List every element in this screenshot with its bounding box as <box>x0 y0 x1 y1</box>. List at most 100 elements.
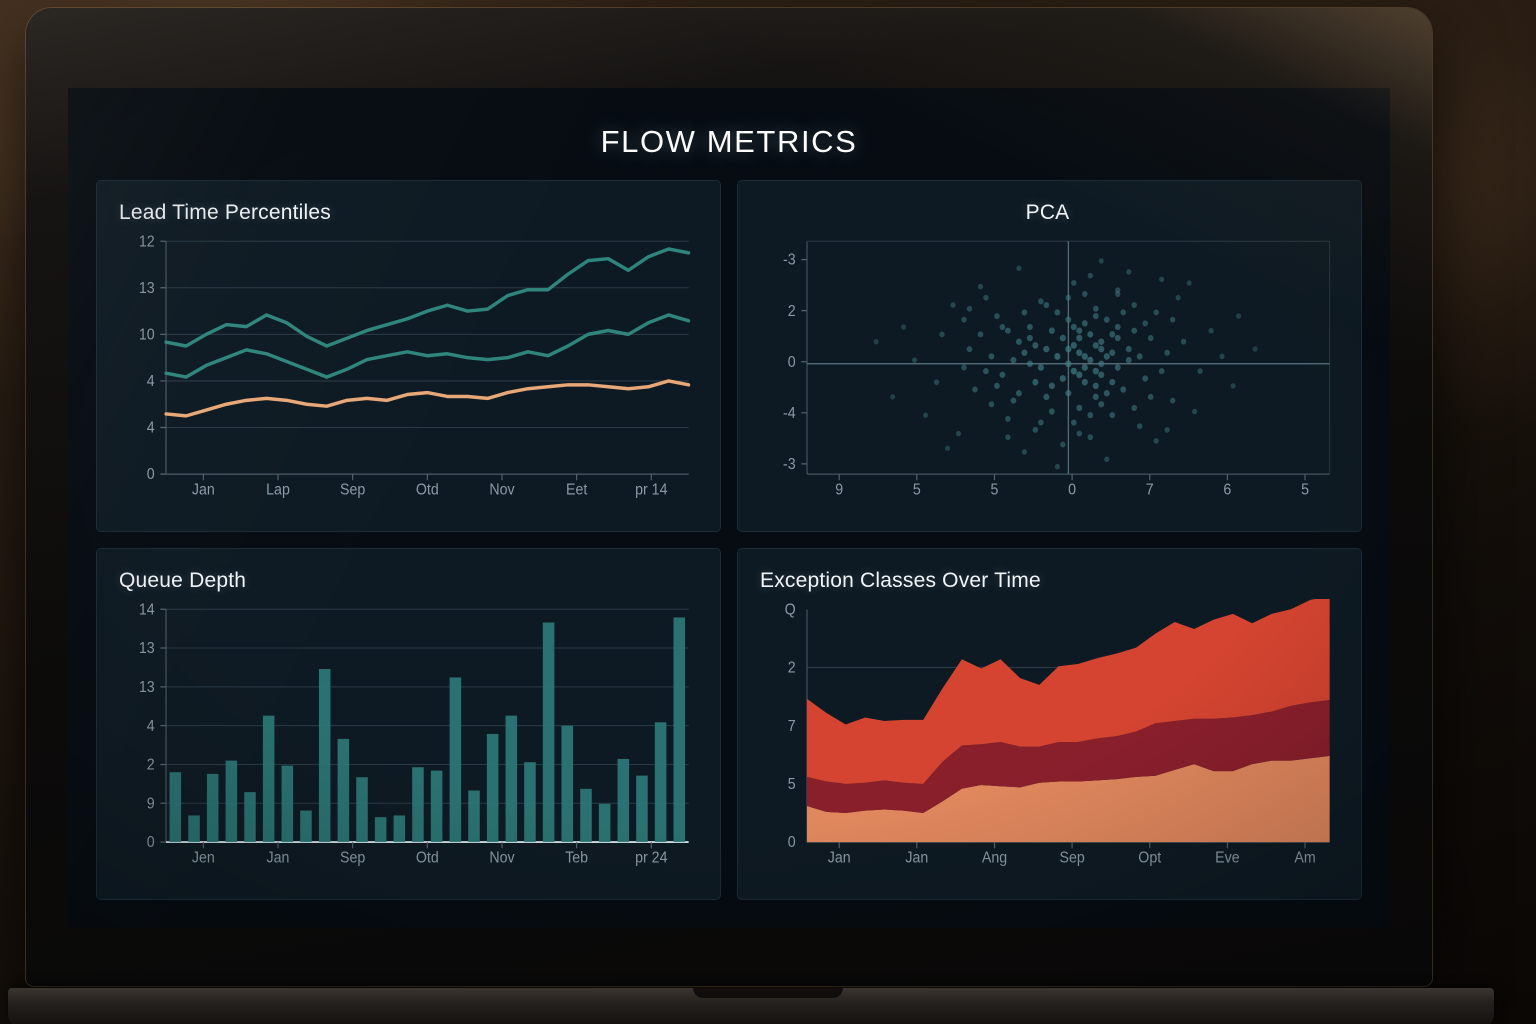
scatter-point <box>1109 349 1116 357</box>
scatter-point <box>1026 334 1033 342</box>
x-tick-pca: 5 <box>991 482 999 499</box>
scatter-point <box>1043 301 1050 309</box>
chart-pca[interactable]: -3 2 0 -4 -3 9 5 5 0 7 6 5 <box>754 231 1341 517</box>
scatter-point <box>1092 393 1099 401</box>
scatter-point <box>1026 323 1033 331</box>
scatter-point <box>1081 364 1088 371</box>
scatter-point <box>1092 367 1099 375</box>
chart-queue-depth[interactable]: 14 13 13 4 2 9 0 Jen Jan Sep Otd Nov Teb pr 24 <box>113 599 700 885</box>
scatter-point <box>1087 412 1094 419</box>
scatter-point <box>988 401 995 408</box>
scatter-point <box>1115 287 1121 294</box>
bar <box>542 622 555 843</box>
bar-chart-svg: 14 13 13 4 2 9 0 Jen Jan Sep Otd Nov Teb pr 24 <box>139 602 689 867</box>
scatter-point <box>1120 309 1127 316</box>
scatter-point <box>1048 382 1055 390</box>
scatter-point <box>1230 383 1236 389</box>
scatter-point <box>1037 364 1044 371</box>
y-tick-queue-depth: 14 <box>139 602 155 619</box>
scatter-point <box>977 283 984 290</box>
line-series-p50 <box>164 379 691 418</box>
scatter-point <box>1137 423 1143 430</box>
scatter-point <box>972 386 978 393</box>
scatter-point <box>1038 419 1044 426</box>
y-tick-exception-classes: 0 <box>788 835 796 852</box>
y-tick-exception-classes: 5 <box>788 777 796 794</box>
scatter-point <box>1131 327 1138 334</box>
scatter-point <box>1136 353 1143 360</box>
y-tick-pca: 2 <box>788 303 796 320</box>
scatter-point <box>1070 323 1077 331</box>
panel-lead-time-percentiles[interactable]: Lead Time Percentiles 12 13 10 4 4 0 Jan Lap Sep… <box>96 180 721 532</box>
x-tick-exception-classes: Opt <box>1138 850 1161 867</box>
scatter-point <box>1065 389 1072 397</box>
bar <box>300 810 312 843</box>
scatter-point <box>1070 367 1077 375</box>
scatter-point <box>1114 334 1121 342</box>
scatter-point <box>1180 338 1187 345</box>
scatter-point <box>1048 408 1055 415</box>
bar <box>598 803 611 843</box>
scatter-point <box>1098 360 1105 368</box>
scatter-point <box>945 445 951 451</box>
x-tick-queue-depth: Jen <box>192 850 215 867</box>
x-tick-pca: 5 <box>913 482 921 499</box>
scatter-point <box>1109 331 1116 338</box>
bar <box>206 773 219 843</box>
x-tick-queue-depth: Nov <box>489 850 515 867</box>
bar <box>188 815 200 843</box>
y-tick-lead-time: 12 <box>139 234 155 251</box>
scatter-point <box>1186 280 1192 286</box>
y-tick-exception-classes: Q <box>785 602 796 619</box>
x-tick-lead-time: Nov <box>489 482 515 499</box>
y-tick-lead-time: 4 <box>147 420 155 437</box>
chart-lead-time-percentiles[interactable]: 12 13 10 4 4 0 Jan Lap Sep Otd Nov Eet pr 14 <box>113 231 700 517</box>
x-tick-lead-time: Sep <box>340 482 365 499</box>
scatter-point <box>1104 456 1110 463</box>
scatter-point <box>1142 375 1149 382</box>
scatter-point <box>1175 294 1181 301</box>
scatter-point <box>1005 327 1011 334</box>
x-tick-lead-time: Eet <box>566 482 587 499</box>
area-series-class-b <box>807 700 1330 813</box>
scatter-point <box>983 294 989 301</box>
scatter-point <box>999 371 1006 378</box>
panel-title-queue-depth: Queue Depth <box>119 569 247 592</box>
scatter-point <box>1164 427 1170 433</box>
scatter-point <box>1076 371 1083 379</box>
panel-queue-depth[interactable]: Queue Depth 14 13 13 4 2 9 0 Jen Jan Sep Otd Nov Teb… <box>96 548 721 900</box>
scatter-point <box>1092 382 1099 390</box>
bar <box>524 762 536 843</box>
scatter-point <box>1021 449 1028 455</box>
bar <box>244 792 256 843</box>
scatter-point <box>873 339 879 345</box>
scatter-point <box>1038 298 1044 305</box>
scatter-point <box>1125 345 1132 353</box>
bar <box>412 767 424 843</box>
scatter-point <box>1054 309 1061 316</box>
scatter-point <box>1076 334 1083 342</box>
scatter-point <box>1153 309 1159 316</box>
scatter-point <box>1169 316 1176 323</box>
bar <box>505 715 518 843</box>
scatter-point <box>1087 331 1094 338</box>
scatter-point <box>1103 316 1110 323</box>
scatter-point <box>1015 390 1022 397</box>
area-series-class-a <box>807 755 1330 843</box>
scatter-point <box>1114 323 1121 331</box>
scatter-point <box>1010 356 1017 364</box>
chart-exception-classes[interactable]: Q 2 7 5 0 Jan Jan Ang Sep Opt Eve Am <box>754 599 1341 885</box>
panel-exception-classes[interactable]: Exception Classes Over Time Q 2 7 5 0 Jan Jan A… <box>737 548 1362 900</box>
scatter-point <box>955 430 962 437</box>
scatter-point <box>1010 397 1017 404</box>
scatter-point <box>1131 302 1137 309</box>
scatter-point <box>1158 368 1165 375</box>
scatter-point <box>1164 349 1170 356</box>
panel-title-lead-time-percentiles: Lead Time Percentiles <box>119 201 331 224</box>
scatter-point <box>950 302 956 308</box>
scatter-point <box>1081 378 1088 386</box>
scatter-point <box>901 324 907 330</box>
panel-pca[interactable]: PCA -3 2 0 -4 -3 9 5 5 0 7 6 5 <box>737 180 1362 532</box>
y-tick-queue-depth: 13 <box>139 680 155 697</box>
